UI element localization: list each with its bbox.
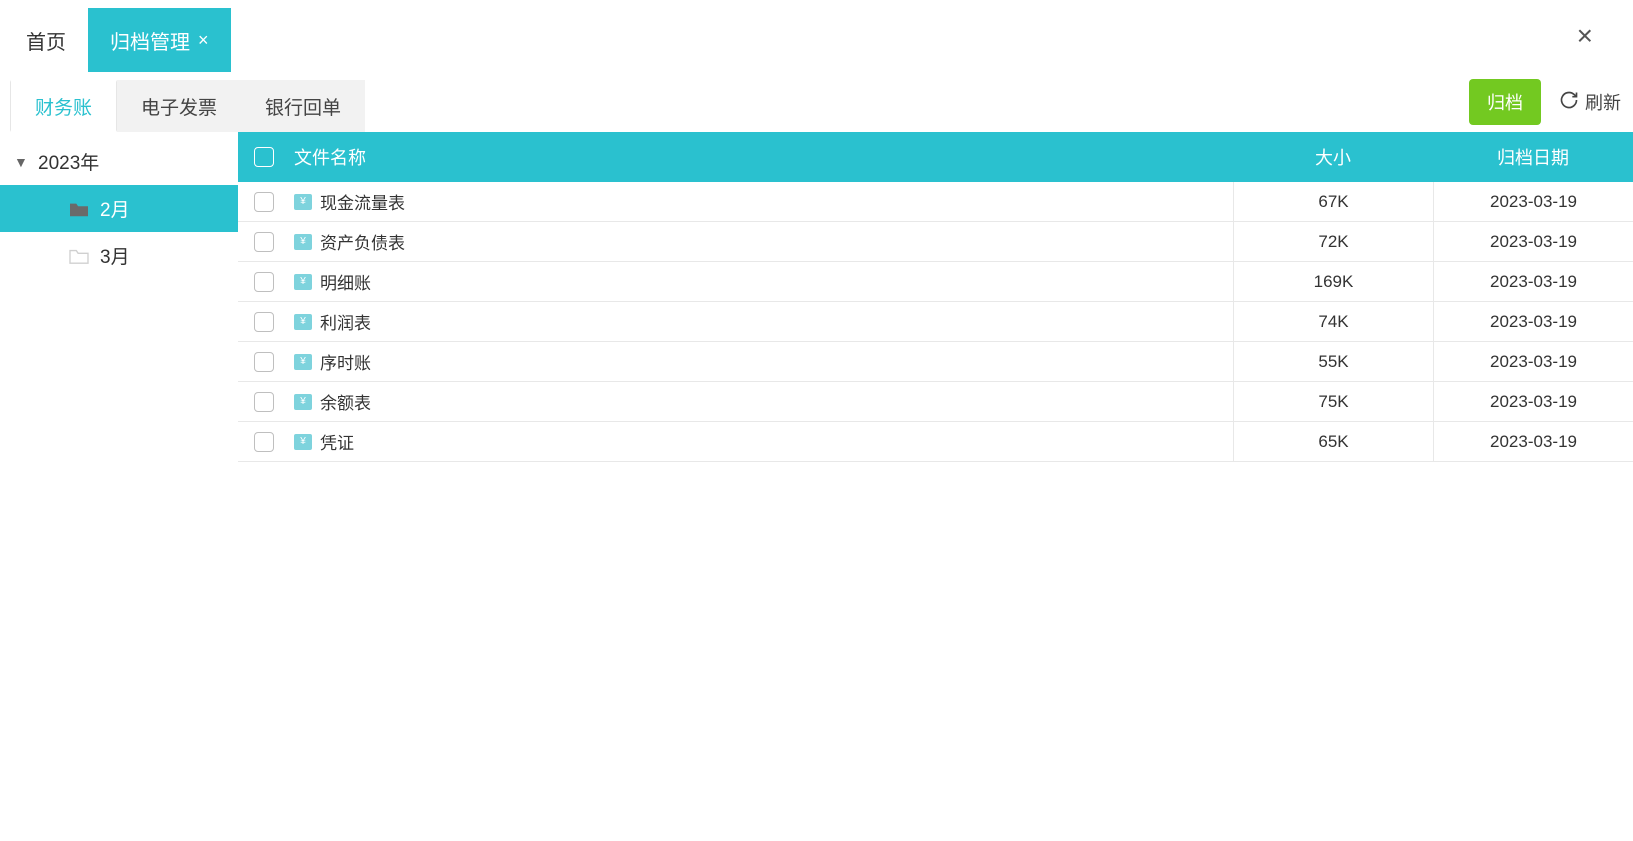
row-checkbox[interactable] xyxy=(254,232,274,252)
sub-tab-bank-receipt[interactable]: 银行回单 xyxy=(241,80,365,132)
row-checkbox[interactable] xyxy=(254,432,274,452)
file-date: 2023-03-19 xyxy=(1433,342,1633,381)
sub-tab-finance[interactable]: 财务账 xyxy=(10,80,117,132)
file-size: 55K xyxy=(1233,342,1433,381)
table-row[interactable]: 利润表 74K2023-03-19 xyxy=(238,302,1633,342)
sub-tab-einvoice[interactable]: 电子发票 xyxy=(117,80,241,132)
table-row[interactable]: 资产负债表 72K2023-03-19 xyxy=(238,222,1633,262)
file-size: 72K xyxy=(1233,222,1433,261)
file-size: 75K xyxy=(1233,382,1433,421)
file-size: 65K xyxy=(1233,422,1433,461)
file-name: 余额表 xyxy=(320,389,371,414)
file-icon xyxy=(294,194,312,210)
file-date: 2023-03-19 xyxy=(1433,382,1633,421)
sidebar-tree: ▼ 2023年 2月 3月 xyxy=(0,132,238,841)
folder-icon xyxy=(68,200,90,218)
select-all-checkbox[interactable] xyxy=(254,147,274,167)
file-size: 169K xyxy=(1233,262,1433,301)
refresh-button-label: 刷新 xyxy=(1585,89,1621,115)
tree-year-label: 2023年 xyxy=(38,148,99,175)
file-name: 凭证 xyxy=(320,429,354,454)
row-checkbox[interactable] xyxy=(254,392,274,412)
folder-icon xyxy=(68,247,90,265)
table-row[interactable]: 现金流量表 67K2023-03-19 xyxy=(238,182,1633,222)
file-name: 资产负债表 xyxy=(320,229,405,254)
archive-button[interactable]: 归档 xyxy=(1469,79,1541,125)
file-name: 明细账 xyxy=(320,269,371,294)
file-date: 2023-03-19 xyxy=(1433,302,1633,341)
tree-month-label: 3月 xyxy=(100,242,130,269)
table-header: 文件名称 大小 归档日期 xyxy=(238,132,1633,182)
sub-tab-label: 财务账 xyxy=(35,93,92,120)
main-area: ▼ 2023年 2月 3月 文件名称 大小 归档日期 现金流量表67K2023-… xyxy=(0,132,1633,841)
table-row[interactable]: 凭证 65K2023-03-19 xyxy=(238,422,1633,462)
file-icon xyxy=(294,234,312,250)
close-icon[interactable]: × xyxy=(198,30,209,51)
column-header-date: 归档日期 xyxy=(1433,144,1633,170)
top-tab-label: 首页 xyxy=(26,26,66,55)
row-checkbox[interactable] xyxy=(254,312,274,332)
column-header-name: 文件名称 xyxy=(290,144,1233,170)
table-row[interactable]: 余额表 75K2023-03-19 xyxy=(238,382,1633,422)
top-tab-home[interactable]: 首页 xyxy=(4,8,88,72)
table-row[interactable]: 明细账 169K2023-03-19 xyxy=(238,262,1633,302)
tree-month-label: 2月 xyxy=(100,195,130,222)
file-date: 2023-03-19 xyxy=(1433,262,1633,301)
file-date: 2023-03-19 xyxy=(1433,182,1633,221)
sub-tab-label: 电子发票 xyxy=(141,93,217,120)
table-body: 现金流量表67K2023-03-19资产负债表72K2023-03-19明细账1… xyxy=(238,182,1633,462)
file-icon xyxy=(294,274,312,290)
file-name: 序时账 xyxy=(320,349,371,374)
row-checkbox[interactable] xyxy=(254,352,274,372)
sub-tab-label: 银行回单 xyxy=(265,93,341,120)
caret-down-icon: ▼ xyxy=(14,154,28,170)
file-date: 2023-03-19 xyxy=(1433,222,1633,261)
top-tab-archive-mgmt[interactable]: 归档管理 × xyxy=(88,8,231,72)
file-icon xyxy=(294,394,312,410)
refresh-icon xyxy=(1559,90,1579,115)
top-tab-label: 归档管理 xyxy=(110,26,190,55)
close-all-tabs-icon[interactable]: × xyxy=(1577,20,1593,52)
file-size: 67K xyxy=(1233,182,1433,221)
file-icon xyxy=(294,354,312,370)
tree-month-mar[interactable]: 3月 xyxy=(0,232,238,279)
column-header-size: 大小 xyxy=(1233,144,1433,170)
file-icon xyxy=(294,314,312,330)
file-size: 74K xyxy=(1233,302,1433,341)
archive-button-label: 归档 xyxy=(1487,93,1523,113)
file-name: 现金流量表 xyxy=(320,189,405,214)
file-name: 利润表 xyxy=(320,309,371,334)
row-checkbox[interactable] xyxy=(254,192,274,212)
file-date: 2023-03-19 xyxy=(1433,422,1633,461)
top-tab-bar: 首页 归档管理 × × xyxy=(0,0,1633,72)
refresh-button[interactable]: 刷新 xyxy=(1559,89,1621,115)
tree-year-node[interactable]: ▼ 2023年 xyxy=(0,138,238,185)
table-row[interactable]: 序时账 55K2023-03-19 xyxy=(238,342,1633,382)
file-table: 文件名称 大小 归档日期 现金流量表67K2023-03-19资产负债表72K2… xyxy=(238,132,1633,841)
tree-month-feb[interactable]: 2月 xyxy=(0,185,238,232)
row-checkbox[interactable] xyxy=(254,272,274,292)
sub-tab-bar: 财务账 电子发票 银行回单 归档 刷新 xyxy=(0,72,1633,132)
file-icon xyxy=(294,434,312,450)
action-group: 归档 刷新 xyxy=(1469,79,1621,125)
